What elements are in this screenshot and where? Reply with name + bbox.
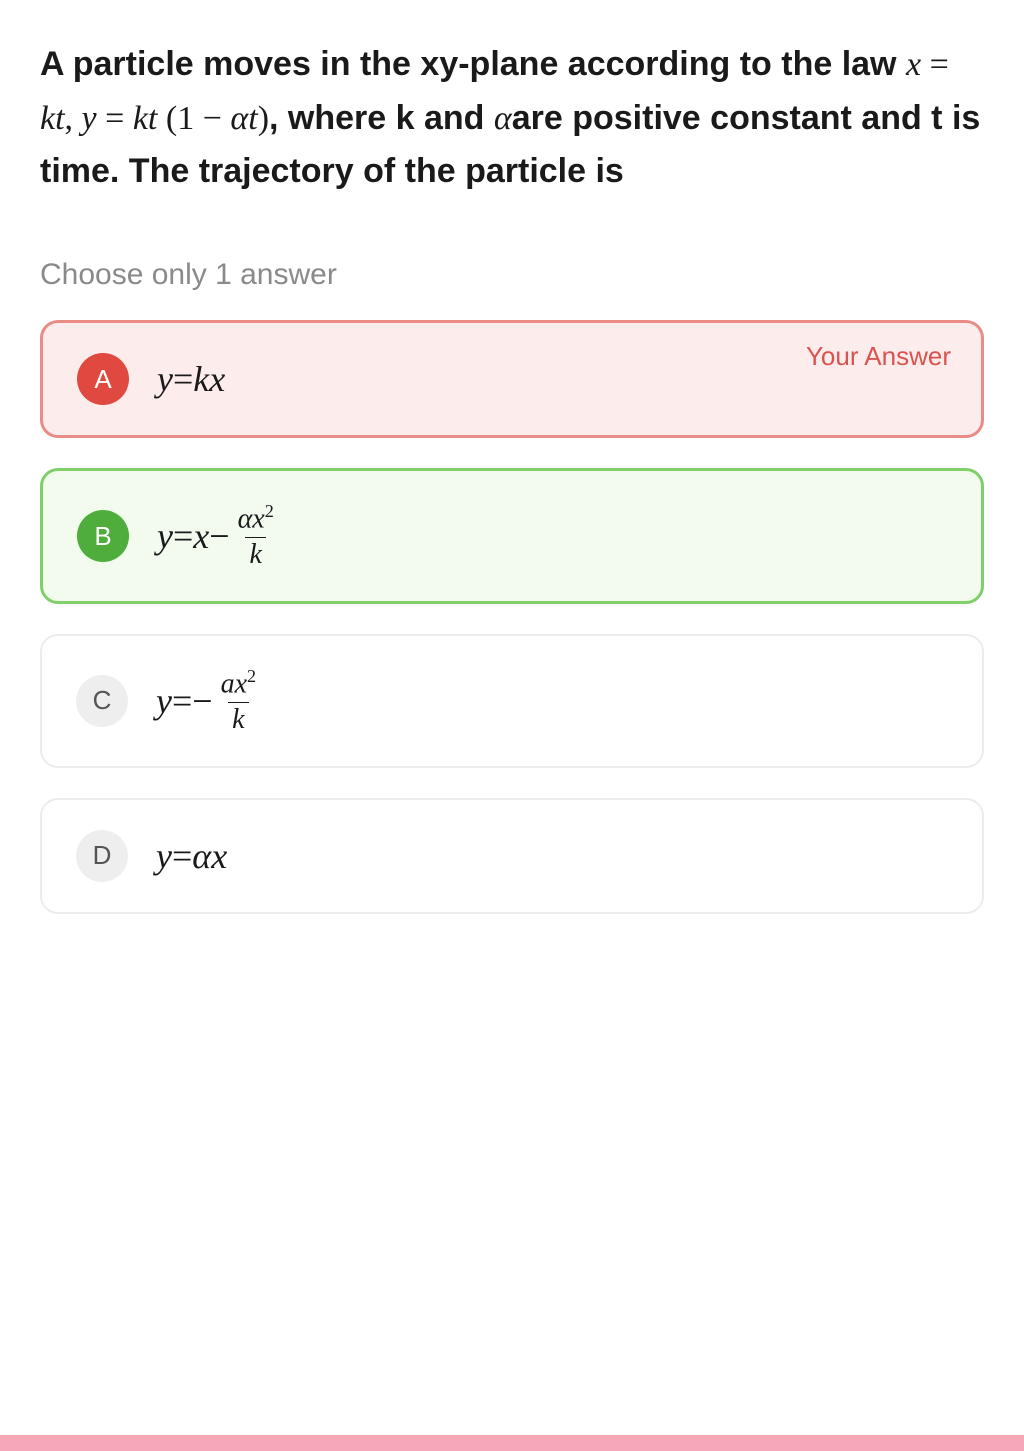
option-d[interactable]: D y = αx — [40, 798, 984, 914]
q-minus: − — [194, 100, 230, 137]
c-lhs: y — [156, 680, 172, 722]
d-lhs: y — [156, 835, 172, 877]
b-frac: αx2k — [234, 501, 278, 571]
c-eq: = — [172, 680, 192, 722]
q-kt1: kt — [40, 100, 65, 137]
b-sup: 2 — [265, 501, 274, 521]
option-a-text: y = kx — [157, 358, 225, 400]
option-d-badge: D — [76, 830, 128, 882]
b-den: k — [245, 537, 265, 571]
a-lhs: y — [157, 358, 173, 400]
d-rhs: αx — [192, 835, 227, 877]
q-prefix: A particle moves in the xy-plane accordi… — [40, 45, 906, 83]
b-minus: − — [209, 515, 229, 557]
q-po: ( — [157, 100, 177, 137]
option-a-badge: A — [77, 353, 129, 405]
b-x: x — [193, 515, 209, 557]
q-kt2: kt — [133, 100, 158, 137]
d-eq: = — [172, 835, 192, 877]
q-alphat: αt — [230, 100, 257, 137]
c-den: k — [228, 702, 248, 736]
option-c-badge: C — [76, 675, 128, 727]
option-b-badge: B — [77, 510, 129, 562]
q-pc: ) — [258, 100, 269, 137]
b-lhs: y — [157, 515, 173, 557]
q-sep: , — [65, 100, 82, 137]
question-text: A particle moves in the xy-plane accordi… — [40, 38, 984, 198]
option-b-text: y = x − αx2k — [157, 501, 282, 571]
bottom-bar — [0, 1435, 1024, 1451]
q-one: 1 — [177, 100, 194, 137]
option-b[interactable]: B y = x − αx2k — [40, 468, 984, 604]
b-eq: = — [173, 515, 193, 557]
c-frac: ax2 k — [217, 666, 261, 736]
a-eq: = — [173, 358, 193, 400]
c-minus: − — [192, 680, 212, 722]
b-num: αx — [238, 503, 265, 534]
q-x: x — [906, 46, 921, 83]
q-alpha: α — [494, 100, 512, 137]
c-num: ax — [221, 668, 247, 699]
q-mid: , where k and — [269, 99, 494, 137]
q-y: y — [82, 100, 97, 137]
option-a[interactable]: Your Answer A y = kx — [40, 320, 984, 438]
q-eq2: = — [97, 100, 133, 137]
your-answer-label: Your Answer — [806, 341, 951, 372]
instruction-text: Choose only 1 answer — [40, 258, 984, 292]
c-sup: 2 — [247, 666, 256, 686]
option-c[interactable]: C y = − ax2 k — [40, 634, 984, 768]
option-d-text: y = αx — [156, 835, 227, 877]
option-c-text: y = − ax2 k — [156, 666, 264, 736]
a-rhs: kx — [193, 358, 225, 400]
q-eq1: = — [921, 46, 949, 83]
